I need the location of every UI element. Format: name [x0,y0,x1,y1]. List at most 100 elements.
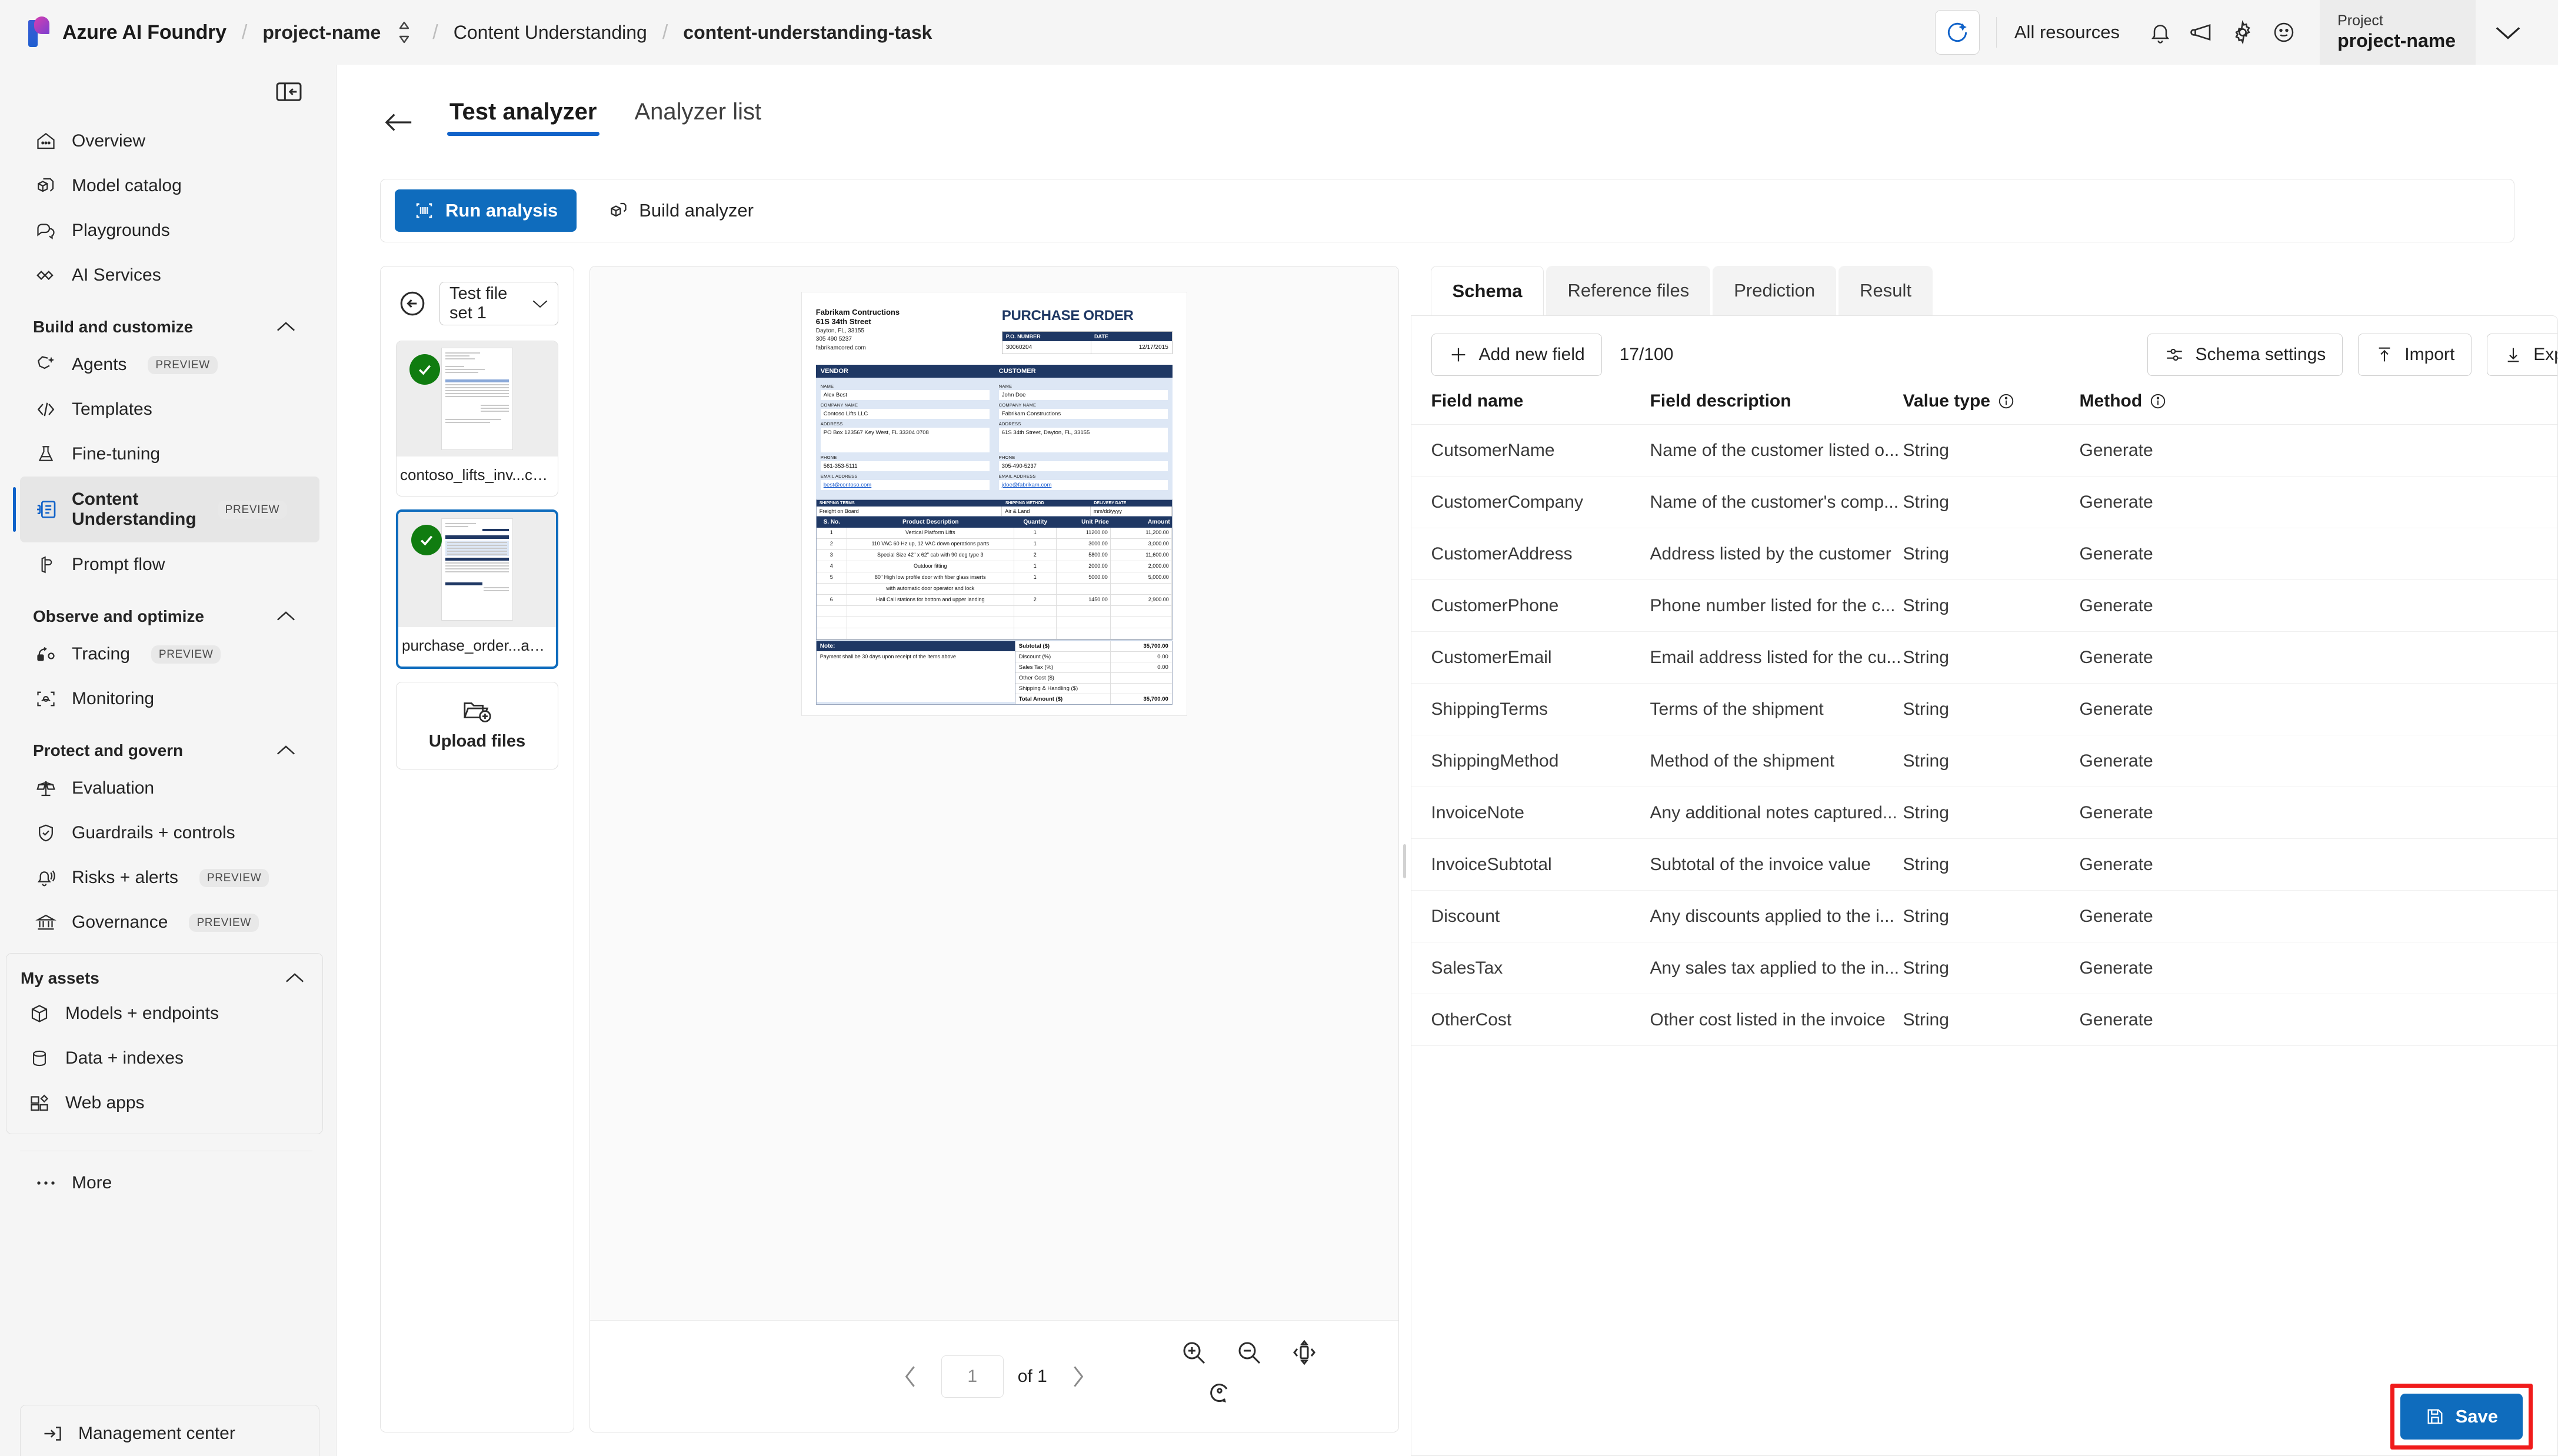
feedback-icon[interactable] [2263,12,2304,53]
line-item-cell: 1450.00 [1057,595,1111,605]
sidebar-item-prompt-flow[interactable]: Prompt flow [20,542,319,587]
sidebar-group-build[interactable]: Build and customize [20,298,319,342]
breadcrumb-task[interactable]: content-understanding-task [683,21,932,43]
sidebar-group-assets[interactable]: My assets [6,957,322,991]
brand[interactable]: Azure AI Foundry [27,16,227,48]
zoom-out-icon[interactable] [1231,1335,1267,1370]
build-analyzer-button[interactable]: Build analyzer [588,189,772,232]
upload-files-button[interactable]: Upload files [396,682,558,769]
table-row[interactable]: OtherCost Other cost listed in the invoic… [1411,994,2557,1046]
sidebar-item-models-endpoints[interactable]: Models + endpoints [14,991,315,1036]
chevron-up-icon[interactable] [276,321,296,334]
table-row[interactable]: CustomerAddress Address listed by the cus… [1411,528,2557,580]
chat-icon [33,218,59,244]
total-row: Discount (%) 0.00 [1015,652,1172,662]
bell-icon[interactable] [2140,12,2181,53]
table-row[interactable]: SalesTax Any sales tax applied to the in.… [1411,942,2557,994]
sidebar-item-overview[interactable]: Overview [20,119,319,164]
table-row[interactable]: InvoiceNote Any additional notes captured… [1411,787,2557,839]
chevron-up-icon[interactable] [276,744,296,757]
col-description: Product Description [902,519,959,525]
export-label: Exp [2533,345,2557,364]
schema-settings-label: Schema settings [2195,345,2326,364]
sidebar-item-monitoring[interactable]: Monitoring [20,677,319,721]
file-card-selected[interactable]: purchase_order...am.pdf [396,509,558,669]
breadcrumb-content-understanding[interactable]: Content Understanding [453,21,647,43]
fit-page-icon[interactable] [1287,1335,1322,1370]
total-label: Subtotal ($) [1015,641,1111,651]
table-row[interactable]: InvoiceSubtotal Subtotal of the invoice v… [1411,839,2557,891]
line-item-cell: 2 [1014,595,1057,605]
rotate-icon[interactable] [1202,1375,1237,1410]
sidebar-item-content-understanding[interactable]: Content Understanding PREVIEW [13,477,319,542]
tab-reference-files[interactable]: Reference files [1546,266,1711,315]
back-arrow-icon[interactable] [380,104,418,141]
refresh-icon[interactable] [1934,10,1980,55]
file-card[interactable]: contoso_lifts_inv...ce.pdf [396,341,558,497]
sidebar-item-web-apps[interactable]: Web apps [14,1081,315,1125]
breadcrumb-project[interactable]: project-name [262,21,381,43]
table-row[interactable]: CustomerEmail Email address listed for th… [1411,632,2557,684]
previous-page-icon[interactable] [894,1360,927,1393]
table-row[interactable]: CutsomerName Name of the customer listed … [1411,425,2557,477]
save-button[interactable]: Save [2400,1394,2523,1440]
info-icon[interactable] [2149,392,2167,410]
sidebar-item-risks-alerts[interactable]: Risks + alerts PREVIEW [20,855,319,900]
chevron-down-icon[interactable] [2476,24,2540,41]
sidebar-item-label: Model catalog [72,176,182,195]
sidebar-item-templates[interactable]: Templates [20,387,319,432]
run-analysis-button[interactable]: Run analysis [395,189,577,232]
app-shell: Overview Model catalog Playgrounds AI Se… [0,65,2558,1456]
gear-icon[interactable] [2222,12,2263,53]
sidebar-item-governance[interactable]: Governance PREVIEW [20,900,319,945]
sidebar-item-management-center[interactable]: Management center [26,1411,313,1456]
field-name-cell: CustomerEmail [1431,647,1552,667]
sidebar-group-protect[interactable]: Protect and govern [20,721,319,766]
tab-result[interactable]: Result [1838,266,1933,315]
sidebar-item-playgrounds[interactable]: Playgrounds [20,208,319,253]
shipping-method-value: Air & Land [1002,507,1091,516]
chevron-up-icon[interactable] [285,972,305,985]
all-resources-link[interactable]: All resources [2014,22,2120,42]
file-set-back-icon[interactable] [396,287,429,320]
vendor-name-label: NAME [820,384,834,389]
tab-schema[interactable]: Schema [1430,266,1544,315]
table-row[interactable]: Discount Any discounts applied to the i..… [1411,891,2557,942]
file-set-select[interactable]: Test file set 1 [439,282,558,325]
collapse-sidebar-icon[interactable] [272,78,305,106]
project-chip[interactable]: Project project-name [2320,0,2476,65]
info-icon[interactable] [1997,392,2015,410]
chevron-up-icon[interactable] [276,610,296,623]
tab-test-analyzer[interactable]: Test analyzer [431,99,616,136]
export-button[interactable]: Exp [2487,334,2557,376]
pane-splitter[interactable] [1399,266,1411,1456]
project-switcher-icon[interactable] [391,16,417,49]
tab-analyzer-list[interactable]: Analyzer list [616,99,781,136]
line-item-cell: 1 [1014,561,1057,572]
megaphone-icon[interactable] [2181,12,2222,53]
zoom-in-icon[interactable] [1176,1335,1211,1370]
sidebar-item-more[interactable]: More [20,1161,319,1205]
sender-city: Dayton, FL, 33155 [815,327,865,334]
add-new-field-button[interactable]: Add new field [1431,334,1602,376]
table-row[interactable]: CustomerPhone Phone number listed for the… [1411,580,2557,632]
sidebar-item-model-catalog[interactable]: Model catalog [20,164,319,208]
project-chip-label: Project [2337,12,2383,29]
sidebar-item-tracing[interactable]: Tracing PREVIEW [20,632,319,677]
table-row[interactable]: CustomerCompany Name of the customer's co… [1411,477,2557,528]
sidebar-item-agents[interactable]: Agents PREVIEW [20,342,319,387]
sidebar-item-guardrails[interactable]: Guardrails + controls [20,811,319,855]
sidebar-group-observe[interactable]: Observe and optimize [20,587,319,632]
table-row[interactable]: ShippingTerms Terms of the shipment String… [1411,684,2557,735]
sliders-icon [2164,345,2184,365]
import-button[interactable]: Import [2358,334,2472,376]
table-row[interactable]: ShippingMethod Method of the shipment Stri… [1411,735,2557,787]
tab-prediction[interactable]: Prediction [1713,266,1837,315]
sidebar-item-evaluation[interactable]: Evaluation [20,766,319,811]
next-page-icon[interactable] [1061,1360,1094,1393]
page-number-input[interactable]: 1 [941,1355,1004,1398]
sidebar-item-data-indexes[interactable]: Data + indexes [14,1036,315,1081]
sidebar-item-ai-services[interactable]: AI Services [20,253,319,298]
sidebar-item-fine-tuning[interactable]: Fine-tuning [20,432,319,477]
schema-settings-button[interactable]: Schema settings [2147,334,2343,376]
